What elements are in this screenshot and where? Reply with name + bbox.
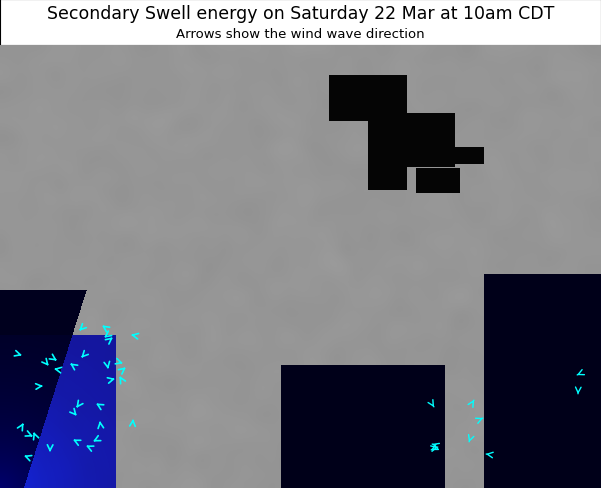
Text: Arrows show the wind wave direction: Arrows show the wind wave direction [176,28,425,41]
Text: Secondary Swell energy on Saturday 22 Mar at 10am CDT: Secondary Swell energy on Saturday 22 Ma… [47,5,554,23]
